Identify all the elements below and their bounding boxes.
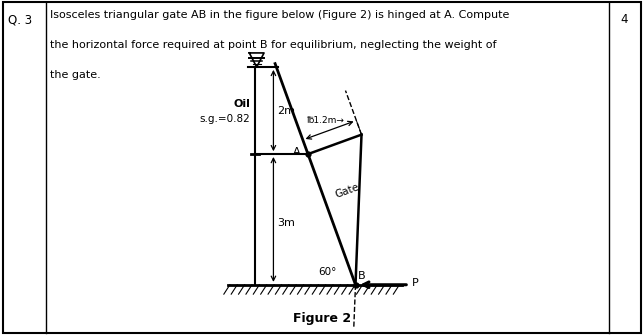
Text: Q. 3: Q. 3 — [8, 13, 32, 26]
Text: 4: 4 — [620, 13, 628, 26]
Text: A: A — [293, 147, 301, 157]
Text: B: B — [358, 271, 366, 281]
Text: Gate: Gate — [333, 182, 360, 200]
Text: ℔1.2m→: ℔1.2m→ — [307, 116, 345, 125]
Text: 60°: 60° — [319, 267, 337, 277]
Text: Oil: Oil — [233, 99, 250, 109]
Text: Figure 2: Figure 2 — [293, 312, 351, 325]
Text: 3m: 3m — [278, 218, 296, 228]
Text: P: P — [412, 278, 419, 288]
Text: 2m: 2m — [278, 106, 296, 116]
Text: Isosceles triangular gate AB in the figure below (Figure 2) is hinged at A. Comp: Isosceles triangular gate AB in the figu… — [50, 10, 509, 20]
Text: the horizontal force required at point B for equilibrium, neglecting the weight : the horizontal force required at point B… — [50, 40, 497, 50]
Text: the gate.: the gate. — [50, 70, 101, 80]
Text: s.g.=0.82: s.g.=0.82 — [199, 114, 250, 124]
